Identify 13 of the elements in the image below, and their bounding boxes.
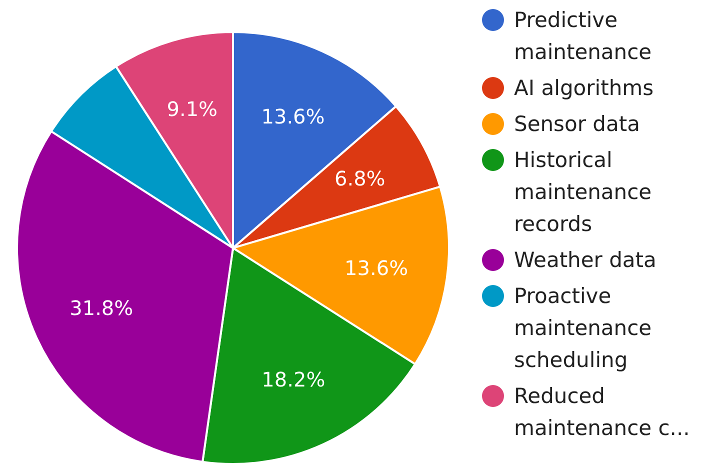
data-label: 6.8% (334, 166, 386, 190)
legend-label: Reduced maintenance c... (514, 383, 691, 442)
data-label: 13.6% (261, 104, 325, 128)
legend-label: Predictive maintenance (514, 7, 653, 66)
data-label: 18.2% (262, 367, 326, 392)
data-label: 13.6% (344, 256, 408, 280)
legend-label: AI algorithms (514, 75, 655, 102)
data-label: 9.1% (166, 97, 218, 122)
legend-label: Proactive maintenance scheduling (514, 283, 653, 374)
legend-label: Sensor data (514, 111, 641, 138)
data-label: 31.8% (70, 296, 134, 320)
legend-label: Weather data (514, 247, 658, 274)
legend-label: Historical maintenance records (514, 147, 653, 238)
